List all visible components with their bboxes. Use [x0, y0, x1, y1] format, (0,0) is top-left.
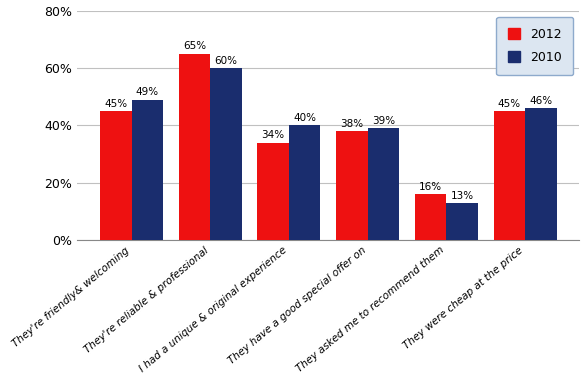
Text: 45%: 45% [104, 99, 128, 109]
Bar [210, 68, 242, 240]
Text: 60%: 60% [215, 55, 238, 66]
Text: 16%: 16% [419, 182, 442, 192]
Text: 39%: 39% [372, 116, 395, 126]
Bar [289, 125, 321, 240]
Text: 49%: 49% [136, 87, 159, 97]
Text: 13%: 13% [450, 191, 474, 201]
Bar [100, 111, 132, 240]
Bar [494, 111, 525, 240]
Bar [257, 142, 289, 240]
Text: 45%: 45% [498, 99, 521, 109]
Bar [179, 54, 210, 240]
Text: 65%: 65% [183, 41, 206, 51]
Bar [336, 131, 368, 240]
Bar [132, 100, 163, 240]
Legend: 2012, 2010: 2012, 2010 [497, 17, 573, 75]
Bar [446, 203, 478, 240]
Text: 34%: 34% [261, 130, 285, 140]
Text: 40%: 40% [293, 113, 316, 123]
Bar [415, 194, 446, 240]
Bar [525, 108, 556, 240]
Bar [368, 128, 399, 240]
Text: 38%: 38% [340, 119, 363, 129]
Text: 46%: 46% [529, 96, 552, 106]
